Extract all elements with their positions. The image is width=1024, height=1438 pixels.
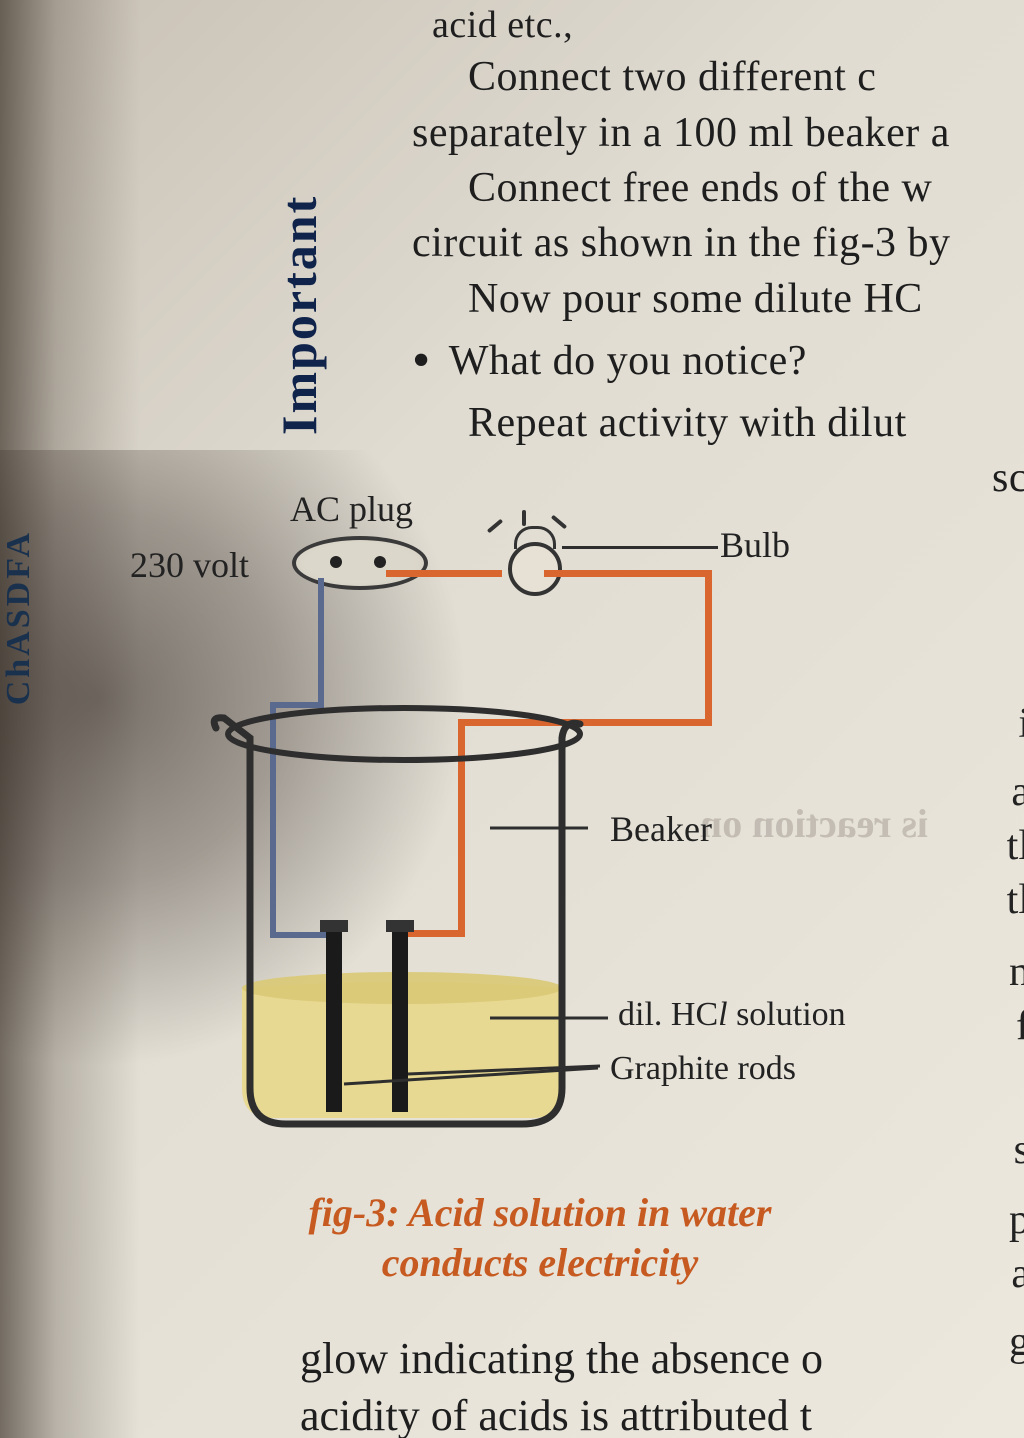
edge-frag: p xyxy=(1009,1196,1024,1244)
line-7-bullet: What do you notice? xyxy=(412,327,1024,396)
graphite-rod xyxy=(326,926,342,1112)
line-8: Repeat activity with dilut xyxy=(412,396,1024,451)
beaker-rim xyxy=(228,708,580,760)
edge-frag: i xyxy=(1018,700,1024,748)
binding-shadow xyxy=(0,0,140,1438)
leader-line xyxy=(562,546,718,549)
solution-label: dil. HCl solution xyxy=(618,996,846,1034)
line-3: separately in a 100 ml beaker a xyxy=(412,106,1024,161)
line-5: circuit as shown in the fig-3 by xyxy=(412,216,1024,271)
bottom-line-1: glow indicating the absence o xyxy=(300,1330,1024,1387)
wire-blue xyxy=(318,578,324,708)
ray-icon xyxy=(522,510,526,526)
line-2: Connect two different c xyxy=(412,50,1024,105)
beaker xyxy=(190,698,610,1138)
graphite-rod xyxy=(392,926,408,1112)
instruction-paragraph: acid etc., Connect two different c separ… xyxy=(412,0,1024,507)
rods-label: Graphite rods xyxy=(610,1050,796,1088)
edge-frag: f xyxy=(1016,1002,1024,1050)
bottom-line-2: acidity of acids is attributed t xyxy=(300,1387,1024,1438)
beaker-label: Beaker xyxy=(610,808,712,850)
caption-line-1: fig-3: Acid solution in water xyxy=(220,1188,860,1238)
edge-frag: tl xyxy=(1007,876,1024,924)
bulb xyxy=(496,530,566,600)
edge-frag: g xyxy=(1009,1318,1024,1366)
line-1: acid etc., xyxy=(412,0,1024,50)
edge-frag: a xyxy=(1011,768,1024,816)
ray-icon xyxy=(487,519,503,534)
edge-frag: s xyxy=(1014,1126,1024,1174)
voltage-label: 230 volt xyxy=(130,544,249,586)
bulb-label: Bulb xyxy=(720,524,790,566)
wire-red xyxy=(386,570,502,577)
line-4: Connect free ends of the w xyxy=(412,161,1024,216)
rod-cap xyxy=(386,920,414,932)
edge-frag: a xyxy=(1011,1250,1024,1298)
handwritten-important: Important xyxy=(270,195,328,435)
caption-line-2: conducts electricity xyxy=(220,1238,860,1288)
wire-red xyxy=(705,570,712,726)
wire-red xyxy=(544,570,712,577)
margin-printed-text: ChASDFA xyxy=(0,530,36,705)
edge-frag: n xyxy=(1009,948,1024,996)
line-7-text: What do you notice? xyxy=(449,338,807,384)
ac-plug-label: AC plug xyxy=(290,488,413,530)
edge-frag: tl xyxy=(1007,822,1024,870)
ray-icon xyxy=(551,515,567,530)
ac-plug xyxy=(292,536,428,590)
page: Important ChASDFA acid etc., Connect two… xyxy=(0,0,1024,1438)
bottom-paragraph: glow indicating the absence o acidity of… xyxy=(300,1330,1024,1438)
rod-cap xyxy=(320,920,348,932)
line-9: sc xyxy=(412,451,1024,506)
figure-caption: fig-3: Acid solution in water conducts e… xyxy=(220,1188,860,1288)
line-6: Now pour some dilute HC xyxy=(412,272,1024,327)
bulb-glass xyxy=(508,542,562,596)
circuit-diagram: 230 volt AC plug Bulb xyxy=(140,530,870,1170)
solution-label-text: dil. HCl solution xyxy=(618,996,846,1033)
